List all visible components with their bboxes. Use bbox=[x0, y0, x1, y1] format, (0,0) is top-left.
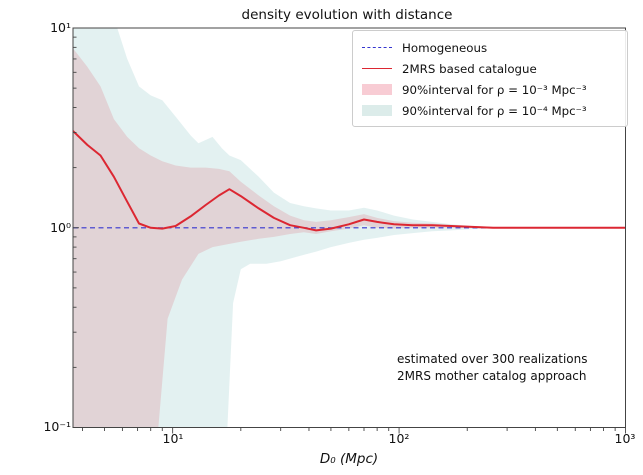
pink-patch-swatch-icon bbox=[361, 84, 393, 95]
legend-label: Homogeneous bbox=[402, 40, 488, 55]
annotation: estimated over 300 realizations 2MRS mot… bbox=[397, 351, 588, 384]
cyan-patch-swatch-icon bbox=[361, 105, 393, 116]
dashed-line-swatch-icon bbox=[361, 47, 393, 48]
legend-item-2mrs-catalogue: 2MRS based catalogue bbox=[361, 58, 619, 79]
y-tick-label-10e0: 10⁰ bbox=[50, 220, 71, 235]
legend-label: 90%interval for ρ = 10⁻⁴ Mpc⁻³ bbox=[402, 103, 587, 118]
annotation-line-2: 2MRS mother catalog approach bbox=[397, 368, 587, 383]
x-tick-label-10e2: 10² bbox=[388, 431, 410, 446]
legend: Homogeneous 2MRS based catalogue 90%inte… bbox=[352, 30, 628, 127]
x-axis-label: D₀ (Mpc) bbox=[319, 451, 379, 467]
x-tick-label-10e3: 10³ bbox=[614, 431, 636, 446]
annotation-line-1: estimated over 300 realizations bbox=[397, 352, 588, 366]
legend-label: 90%interval for ρ = 10⁻³ Mpc⁻³ bbox=[402, 82, 587, 97]
legend-item-homogeneous: Homogeneous bbox=[361, 37, 619, 58]
chart-title: density evolution with distance bbox=[241, 7, 453, 23]
legend-item-interval-1e-4: 90%interval for ρ = 10⁻⁴ Mpc⁻³ bbox=[361, 100, 619, 121]
x-tick-label-10e1: 10¹ bbox=[162, 431, 184, 446]
solid-line-swatch-icon bbox=[361, 68, 393, 69]
legend-label: 2MRS based catalogue bbox=[402, 61, 537, 76]
y-tick-label-10e1: 10¹ bbox=[50, 20, 71, 35]
legend-item-interval-1e-3: 90%interval for ρ = 10⁻³ Mpc⁻³ bbox=[361, 79, 619, 100]
y-tick-label-10e-1: 10⁻¹ bbox=[43, 419, 71, 434]
